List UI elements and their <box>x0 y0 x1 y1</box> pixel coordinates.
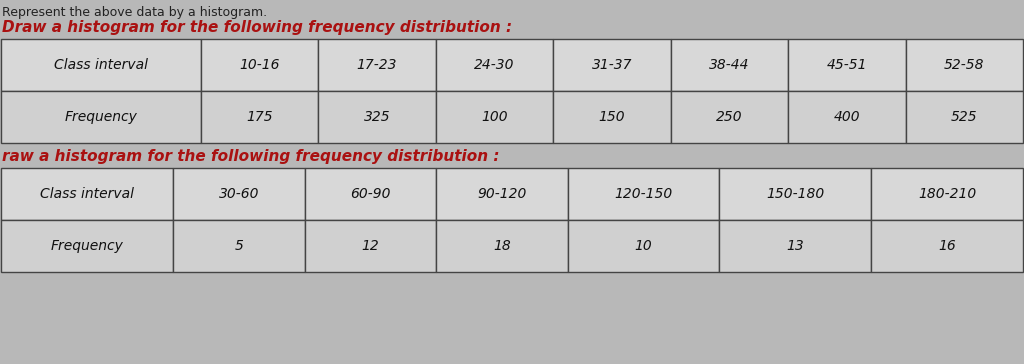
Text: 10-16: 10-16 <box>240 58 280 72</box>
Bar <box>567 168 720 220</box>
Bar <box>553 39 671 91</box>
Bar <box>553 91 671 143</box>
Bar <box>201 39 318 91</box>
Text: 12: 12 <box>361 239 379 253</box>
Text: Class interval: Class interval <box>54 58 147 72</box>
Text: Class interval: Class interval <box>40 187 134 201</box>
Bar <box>671 91 788 143</box>
Bar <box>1 220 173 272</box>
Text: 30-60: 30-60 <box>218 187 259 201</box>
Text: Frequency: Frequency <box>65 110 137 124</box>
Bar <box>436 220 567 272</box>
Bar <box>788 39 905 91</box>
Text: 400: 400 <box>834 110 860 124</box>
Text: 38-44: 38-44 <box>709 58 750 72</box>
Text: 16: 16 <box>938 239 956 253</box>
Bar <box>436 168 567 220</box>
Bar <box>435 91 553 143</box>
Text: Draw a histogram for the following frequency distribution :: Draw a histogram for the following frequ… <box>2 20 512 35</box>
Text: 24-30: 24-30 <box>474 58 515 72</box>
Bar <box>201 91 318 143</box>
Text: 13: 13 <box>786 239 804 253</box>
Bar <box>788 91 905 143</box>
Bar <box>318 39 435 91</box>
Text: 180-210: 180-210 <box>918 187 976 201</box>
Text: 10: 10 <box>635 239 652 253</box>
Text: 60-90: 60-90 <box>350 187 390 201</box>
Text: 120-150: 120-150 <box>614 187 673 201</box>
Bar <box>1 168 173 220</box>
Bar <box>720 168 871 220</box>
Bar <box>318 91 435 143</box>
Bar <box>905 91 1023 143</box>
Text: 17-23: 17-23 <box>356 58 397 72</box>
Text: 31-37: 31-37 <box>592 58 632 72</box>
Bar <box>567 220 720 272</box>
Bar <box>1 91 201 143</box>
Text: 52-58: 52-58 <box>944 58 984 72</box>
Text: Represent the above data by a histogram.: Represent the above data by a histogram. <box>2 6 267 19</box>
Bar <box>905 39 1023 91</box>
Text: Frequency: Frequency <box>50 239 124 253</box>
Text: raw a histogram for the following frequency distribution :: raw a histogram for the following freque… <box>2 149 500 164</box>
Text: 90-120: 90-120 <box>477 187 526 201</box>
Bar <box>671 39 788 91</box>
Bar <box>1 39 201 91</box>
Text: 150-180: 150-180 <box>766 187 824 201</box>
Text: 150: 150 <box>599 110 626 124</box>
Text: 5: 5 <box>234 239 244 253</box>
Bar <box>435 39 553 91</box>
Bar <box>871 220 1023 272</box>
Text: 100: 100 <box>481 110 508 124</box>
Text: 250: 250 <box>716 110 742 124</box>
Text: 325: 325 <box>364 110 390 124</box>
Bar <box>173 220 304 272</box>
Bar <box>720 220 871 272</box>
Text: 525: 525 <box>951 110 978 124</box>
Text: 175: 175 <box>246 110 272 124</box>
Bar <box>304 220 436 272</box>
Bar <box>304 168 436 220</box>
Text: 18: 18 <box>493 239 511 253</box>
Bar <box>871 168 1023 220</box>
Bar <box>173 168 304 220</box>
Text: 45-51: 45-51 <box>826 58 867 72</box>
